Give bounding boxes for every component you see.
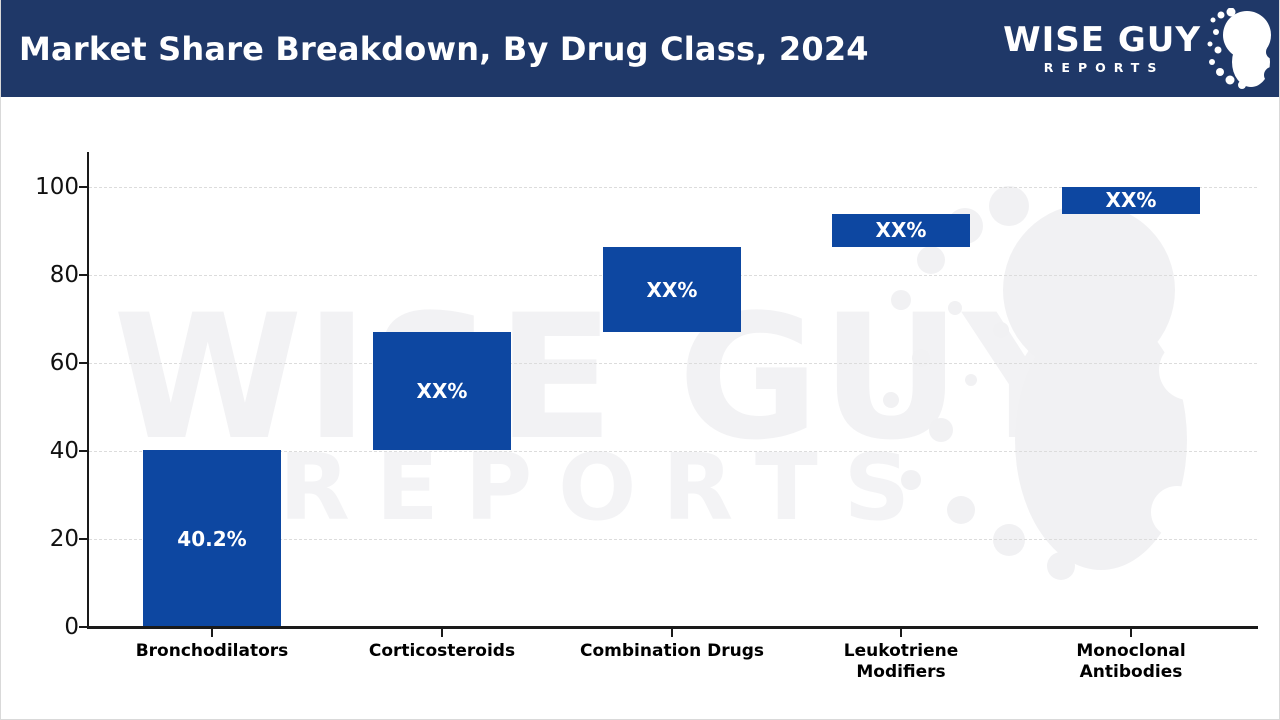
y-tick-label: 60	[49, 350, 79, 376]
x-category-label: Leukotriene Modifiers	[843, 641, 959, 683]
bar-value-label: XX%	[1105, 188, 1157, 213]
x-category-label: Combination Drugs	[580, 641, 764, 661]
header: Market Share Breakdown, By Drug Class, 2…	[1, 0, 1279, 97]
bar-value-label: XX%	[646, 277, 698, 302]
gridline	[89, 450, 1257, 452]
y-tick-label: 0	[64, 614, 79, 640]
x-category-label: Monoclonal Antibodies	[1076, 641, 1186, 683]
bar-value-label: 40.2%	[177, 526, 247, 551]
y-tick-mark	[79, 186, 87, 188]
x-tick-mark	[441, 629, 443, 637]
x-category-label: Bronchodilators	[135, 641, 289, 661]
logo-wordmark: WISE GUY	[1003, 19, 1201, 60]
x-tick-mark	[211, 629, 213, 637]
y-tick-label: 20	[49, 526, 79, 552]
watermark-head-icon	[883, 186, 1189, 580]
y-axis-line	[87, 152, 89, 629]
y-tick-label: 80	[49, 262, 79, 288]
bar-value-label: XX%	[875, 218, 927, 243]
bar-segment: XX%	[603, 246, 741, 333]
x-tick-mark	[900, 629, 902, 637]
logo-head-icon	[1207, 7, 1273, 89]
bar-segment: 40.2%	[143, 450, 281, 627]
x-category-label: Corticosteroids	[368, 641, 516, 661]
wise-guy-logo: WISE GUY REPORTS	[1003, 0, 1273, 97]
watermark-subtitle: REPORTS	[279, 434, 937, 541]
x-tick-mark	[1130, 629, 1132, 637]
bar-segment: XX%	[832, 213, 970, 247]
chart-title: Market Share Breakdown, By Drug Class, 2…	[19, 29, 869, 68]
y-tick-mark	[79, 274, 87, 276]
y-tick-mark	[79, 538, 87, 540]
x-tick-mark	[671, 629, 673, 637]
bar-segment: XX%	[373, 332, 511, 451]
y-tick-label: 100	[35, 174, 79, 200]
watermark-wordmark: WISE GUY	[113, 277, 1090, 478]
y-tick-label: 40	[49, 438, 79, 464]
y-tick-mark	[79, 362, 87, 364]
logo-text: WISE GUY REPORTS	[1003, 23, 1201, 75]
logo-subtitle: REPORTS	[1043, 59, 1165, 75]
gridline	[89, 538, 1257, 540]
y-tick-mark	[79, 626, 87, 628]
gridline	[89, 362, 1257, 364]
bar-segment: XX%	[1062, 187, 1200, 214]
bar-value-label: XX%	[416, 379, 468, 404]
x-axis-line	[87, 626, 1258, 629]
y-tick-mark	[79, 450, 87, 452]
gridline	[89, 186, 1257, 188]
